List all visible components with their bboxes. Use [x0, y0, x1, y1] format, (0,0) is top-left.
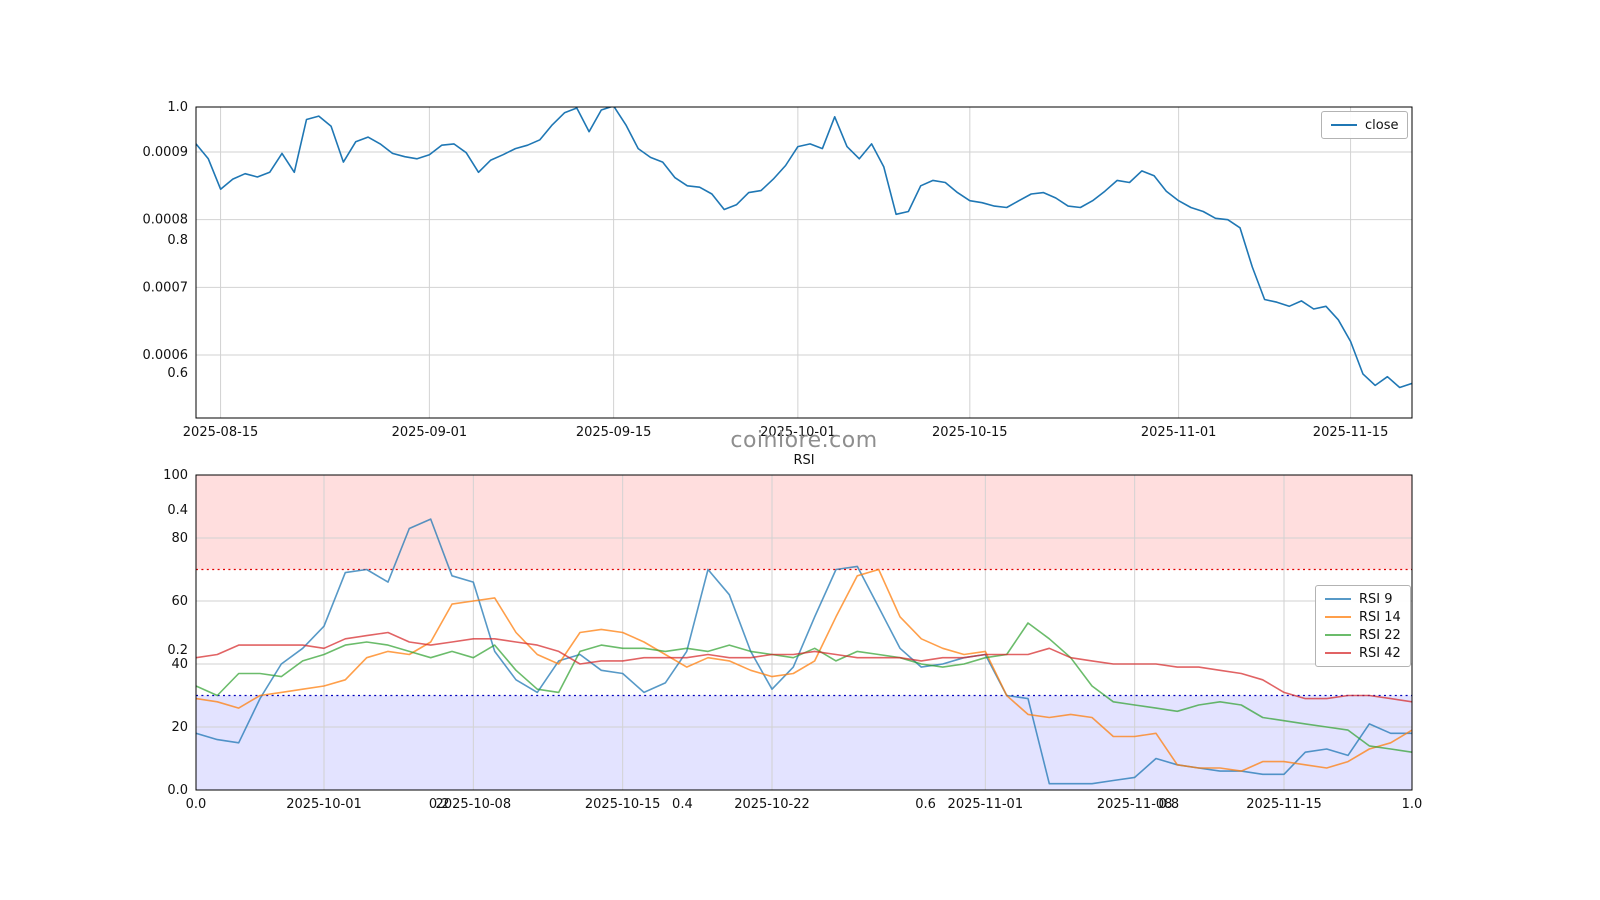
x-tick-label: 2025-10-01: [760, 425, 836, 440]
x-tick-label: 2025-11-01: [948, 797, 1024, 812]
rsi-panel: 100 80 60 40 20 0.4 0.2 0.0 2025-10-01 2025-10-08…: [163, 468, 1422, 812]
y-tick-label: 100: [163, 468, 188, 483]
x-tick-label: 2025-09-15: [576, 425, 652, 440]
price-panel: 0.0009 0.0008 0.0007 0.0006 1.0 0.8 0.6 2025-08…: [143, 100, 1413, 440]
legend-label: close: [1365, 117, 1399, 133]
x-tick-label: 2025-11-08: [1097, 797, 1173, 812]
y-tick-label: 60: [171, 594, 188, 609]
legend-item-rsi-22: RSI 22: [1325, 626, 1401, 644]
twin-x-tick-label: 0.6: [915, 797, 936, 812]
grid: [196, 107, 1412, 418]
y-tick-label: 20: [171, 720, 188, 735]
legend-line-sample: [1325, 616, 1351, 618]
legend-item-rsi-42: RSI 42: [1325, 644, 1401, 662]
legend-item-rsi-9: RSI 9: [1325, 590, 1401, 608]
twin-y-tick-label: 1.0: [167, 100, 188, 115]
panel-border: [195, 474, 1413, 791]
x-tick-label: 2025-09-01: [392, 425, 468, 440]
x-tick-label: 2025-11-15: [1313, 425, 1389, 440]
overbought-zone: [196, 475, 1412, 570]
twin-y-tick-label: 0.2: [167, 643, 188, 658]
legend-label: RSI 9: [1359, 591, 1393, 607]
legend-item-close: close: [1331, 116, 1398, 134]
rsi-legend: RSI 9 RSI 14 RSI 22 RSI 42: [1315, 585, 1411, 667]
x-tick-label: 2025-08-15: [183, 425, 259, 440]
twin-y-tick-label: 0.6: [167, 366, 188, 381]
x-tick-label: 2025-10-15: [932, 425, 1008, 440]
legend-label: RSI 14: [1359, 609, 1401, 625]
x-tick-label: 2025-11-01: [1141, 425, 1217, 440]
y-tick-label: 0.0008: [143, 213, 189, 228]
legend-item-rsi-14: RSI 14: [1325, 608, 1401, 626]
watermark: coinlore.com: [730, 428, 878, 453]
y-tick-label: 0.0009: [143, 145, 189, 160]
legend-line-sample: [1325, 598, 1351, 600]
twin-x-tick-label: 0.4: [672, 797, 693, 812]
legend-label: RSI 22: [1359, 627, 1401, 643]
rsi-42-line: [196, 631, 1412, 703]
x-tick-label: 2025-10-22: [734, 797, 810, 812]
rsi-9-line: [196, 518, 1412, 785]
twin-y-tick-label: 0.4: [167, 503, 188, 518]
twin-x-tick-label: 0.0: [186, 797, 207, 812]
y-tick-label: 0.0007: [143, 280, 189, 295]
twin-x-tick-label: 1.0: [1402, 797, 1423, 812]
legend-line-sample: [1325, 634, 1351, 636]
close-line: [196, 107, 1412, 389]
tick-labels: 100 80 60 40 20 0.4 0.2 0.0 2025-10-01 2025-10-08…: [163, 468, 1422, 812]
y-tick-label: 80: [171, 531, 188, 546]
y-tick-label: 0.0006: [143, 348, 189, 363]
legend-line-sample: [1331, 124, 1357, 126]
rsi-panel-title: RSI: [793, 453, 815, 468]
panel-border: [195, 106, 1413, 419]
x-tick-label: 2025-11-15: [1246, 797, 1322, 812]
twin-x-tick-label: 0.8: [1158, 797, 1179, 812]
legend-line-sample: [1325, 652, 1351, 654]
x-tick-label: 2025-10-08: [436, 797, 512, 812]
x-tick-label: 2025-10-15: [585, 797, 661, 812]
twin-x-tick-label: 0.2: [429, 797, 450, 812]
oversold-zone: [196, 695, 1412, 790]
tick-labels: 0.0009 0.0008 0.0007 0.0006 1.0 0.8 0.6 2025-08…: [143, 100, 1389, 440]
y-tick-label: 40: [171, 657, 188, 672]
twin-y-tick-label: 0.0: [167, 783, 188, 798]
legend-label: RSI 42: [1359, 645, 1401, 661]
twin-y-tick-label: 0.8: [167, 233, 188, 248]
price-legend: close: [1321, 111, 1409, 139]
x-tick-label: 2025-10-01: [286, 797, 362, 812]
rsi-14-line: [196, 568, 1412, 772]
